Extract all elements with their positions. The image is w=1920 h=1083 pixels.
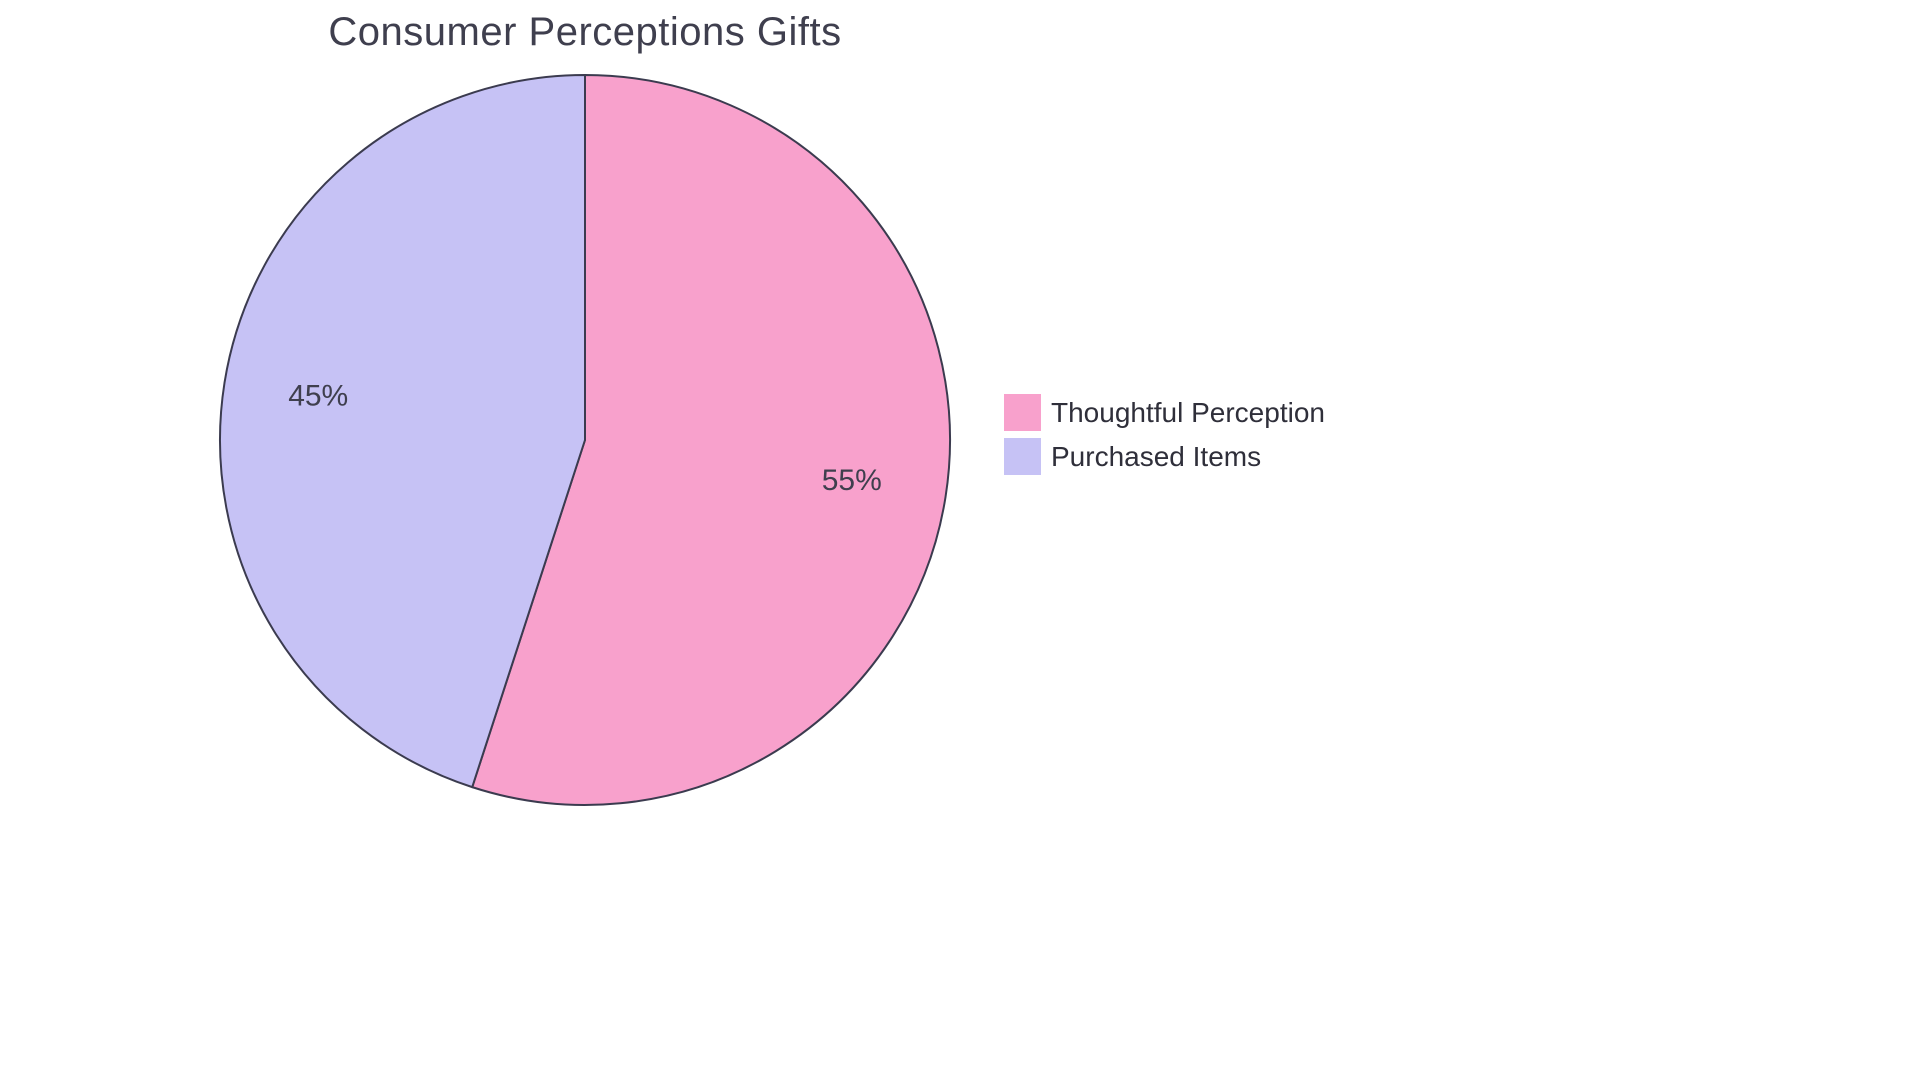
pie-percent-label-0: 55% — [822, 464, 882, 497]
chart-title: Consumer Perceptions Gifts — [328, 10, 842, 54]
legend-swatch-purchased-items — [1004, 438, 1041, 475]
pie-slice-0[interactable] — [471, 74, 951, 806]
pie-slice-1[interactable] — [219, 74, 586, 789]
legend-label-thoughtful-perception: Thoughtful Perception — [1051, 396, 1325, 428]
legend: Thoughtful Perception Purchased Items — [1004, 394, 1325, 475]
pie-percent-label-1: 45% — [288, 380, 348, 413]
legend-label-purchased-items: Purchased Items — [1051, 440, 1262, 472]
legend-item-thoughtful-perception[interactable]: Thoughtful Perception — [1004, 394, 1325, 431]
legend-item-purchased-items[interactable]: Purchased Items — [1004, 438, 1325, 475]
legend-swatch-thoughtful-perception — [1004, 394, 1041, 431]
